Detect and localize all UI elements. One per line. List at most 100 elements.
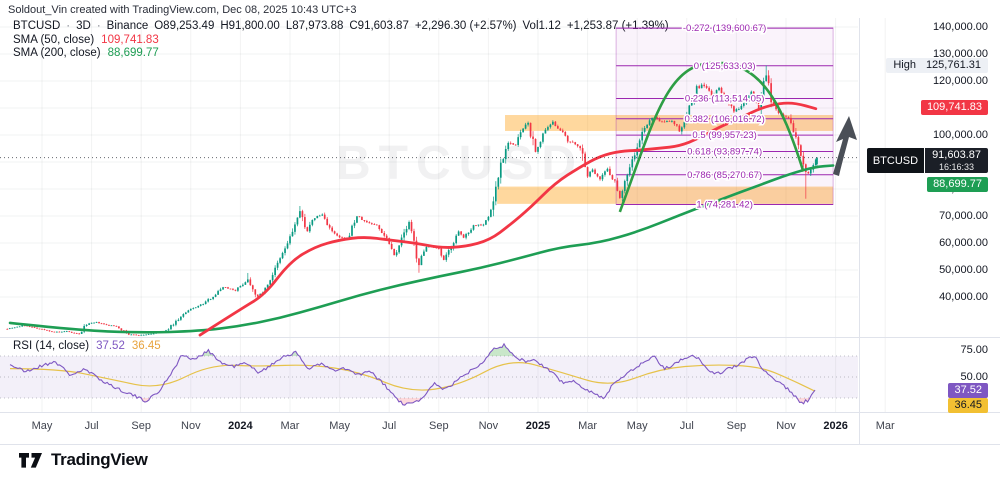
legend-open: O89,253.49: [154, 20, 215, 32]
candle-body: [38, 328, 41, 330]
time-axis-label[interactable]: Sep: [131, 420, 151, 432]
candle-body: [224, 287, 227, 289]
candle-body: [234, 289, 237, 291]
sma50-line: [198, 101, 818, 337]
candle-body: [556, 126, 559, 129]
candle-body: [676, 124, 678, 126]
candle-body: [187, 310, 190, 313]
candle-body: [110, 325, 113, 327]
candle-body: [294, 224, 296, 232]
candle-body: [576, 144, 579, 147]
candle-body: [420, 255, 423, 266]
candle-body: [700, 84, 703, 89]
candle-body: [695, 86, 698, 96]
candle-body: [152, 333, 155, 335]
time-axis-label[interactable]: Jul: [679, 420, 694, 432]
candle-body: [641, 131, 644, 141]
candle-body: [36, 327, 38, 329]
time-axis-label[interactable]: May: [329, 420, 350, 432]
time-axis-label[interactable]: 2026: [823, 420, 848, 432]
candle-body: [209, 298, 212, 300]
time-axis-label[interactable]: Jul: [382, 420, 397, 432]
candle-body: [447, 250, 450, 255]
candle-body: [33, 326, 36, 328]
candle-body: [254, 289, 257, 295]
candle-body: [534, 138, 537, 152]
candle-body: [787, 116, 790, 118]
time-axis-label[interactable]: Nov: [776, 420, 796, 432]
time-axis-label[interactable]: Jul: [84, 420, 99, 432]
sma200-line: [8, 164, 835, 334]
candle-body: [673, 120, 676, 125]
rsi-tick-label: 75.00: [960, 344, 988, 357]
arrow-annotation[interactable]: [833, 116, 857, 176]
candle-body: [269, 280, 272, 285]
candle-body: [757, 101, 760, 109]
candle-body: [554, 121, 557, 127]
candle-body: [462, 234, 465, 238]
time-axis-label[interactable]: Sep: [726, 420, 747, 432]
legend-high: H91,800.00: [220, 20, 280, 32]
rsi-value-badge: 37.52: [948, 383, 988, 398]
candle-body: [85, 324, 88, 326]
candle-body: [574, 142, 577, 145]
candle-body: [333, 231, 336, 234]
time-axis-label[interactable]: May: [31, 420, 53, 432]
candle-body: [661, 121, 663, 123]
candle-body: [88, 323, 90, 325]
candle-body: [442, 255, 445, 260]
pane-separator[interactable]: [0, 337, 1000, 338]
fib-level-label: 0.5 (99,957.23): [692, 130, 756, 141]
candle-body: [194, 307, 197, 309]
candle-body: [415, 240, 418, 259]
candle-body: [609, 168, 611, 176]
time-axis[interactable]: May Jul Sep Nov 2024 Mar May Jul Sep Nov 2025 Mar Ma…: [0, 413, 1000, 444]
rsi-oversold-fill: [10, 398, 816, 406]
candle-body: [95, 321, 98, 323]
candle-body: [646, 124, 648, 128]
candle-body: [222, 287, 224, 290]
candle-body: [167, 329, 170, 331]
candle-body: [16, 326, 19, 328]
candle-body: [552, 121, 554, 125]
candle-body: [189, 308, 192, 311]
candle-body: [93, 322, 95, 324]
time-axis-label[interactable]: Mar: [578, 420, 598, 432]
candle-body: [177, 319, 180, 321]
time-axis-label[interactable]: May: [626, 420, 648, 432]
candle-body: [733, 106, 735, 112]
time-axis-label[interactable]: Nov: [478, 420, 499, 432]
candle-body: [41, 328, 43, 330]
candle-body: [113, 325, 115, 327]
time-axis-label[interactable]: Mar: [875, 420, 895, 432]
candle-body: [227, 287, 229, 289]
candle-body: [311, 219, 314, 225]
candle-body: [395, 252, 398, 256]
time-axis-label[interactable]: Mar: [280, 420, 300, 432]
candle-body: [13, 327, 16, 329]
legend-exchange: Binance: [106, 20, 149, 32]
rsi-legend[interactable]: RSI (14, close) 37.52 36.45: [13, 340, 161, 352]
time-axis-label[interactable]: 2025: [525, 420, 551, 432]
candle-body: [633, 155, 636, 160]
candle-body: [494, 186, 497, 202]
candle-body: [559, 128, 562, 131]
fib-level-label: 0.236 (113,514.05): [685, 94, 765, 105]
time-axis-label[interactable]: Sep: [429, 420, 449, 432]
symbol-legend[interactable]: BTCUSD · 3D · Binance O89,253.49 H91,800…: [13, 20, 669, 32]
candle-body: [690, 102, 693, 106]
rsi-legend-value: 37.52: [96, 340, 125, 352]
candle-body: [460, 231, 462, 235]
time-axis-label[interactable]: 2024: [228, 420, 253, 432]
candle-body: [770, 83, 772, 103]
candle-body: [497, 177, 500, 187]
candle-body: [244, 282, 247, 285]
candle-body: [132, 334, 135, 336]
tradingview-logo[interactable]: TradingView: [18, 450, 148, 470]
sma200-legend[interactable]: SMA (200, close) 88,699.77: [13, 47, 159, 59]
candle-body: [671, 120, 673, 122]
sma50-legend[interactable]: SMA (50, close) 109,741.83: [13, 34, 159, 46]
time-axis-label[interactable]: Nov: [181, 420, 201, 432]
trend-arc[interactable]: [618, 61, 805, 213]
